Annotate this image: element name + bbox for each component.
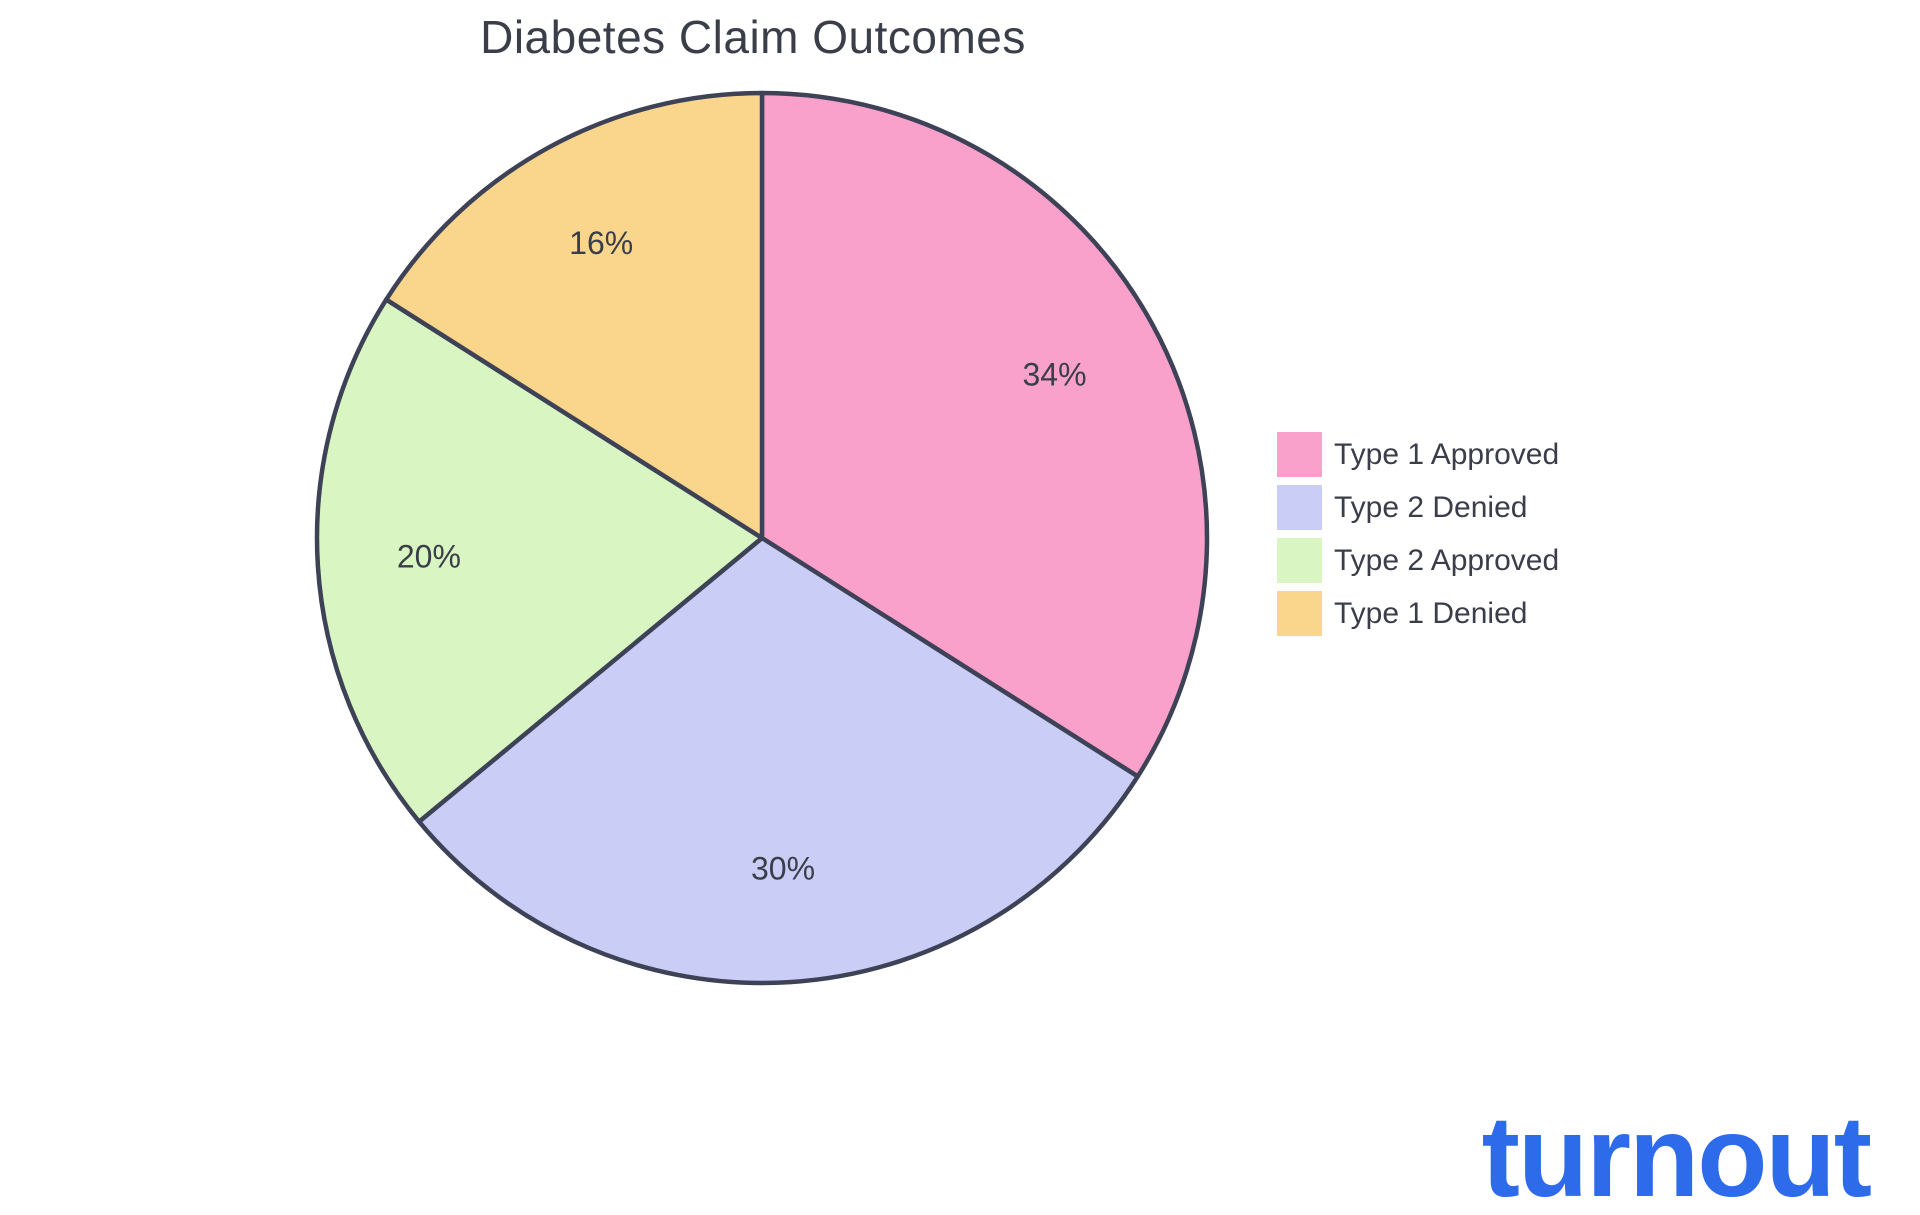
legend-label-type-1-approved: Type 1 Approved xyxy=(1334,437,1560,471)
legend: Type 1 Approved Type 2 Denied Type 2 Appro… xyxy=(1277,432,1559,636)
pie-slice-label-type-2-approved: 20% xyxy=(397,538,461,574)
legend-swatch-type-2-denied xyxy=(1277,485,1322,530)
legend-label-type-2-denied: Type 2 Denied xyxy=(1334,490,1528,524)
pie-slice-label-type-1-approved: 34% xyxy=(1022,357,1086,393)
pie-slice-type-2-approved xyxy=(314,297,765,824)
chart-title: Diabetes Claim Outcomes xyxy=(480,11,1026,63)
legend-swatch-type-1-approved xyxy=(1277,432,1322,477)
pie-slice-label-type-2-denied: 30% xyxy=(751,851,815,887)
legend-item-type-1-approved: Type 1 Approved xyxy=(1277,432,1559,477)
legend-label-type-1-denied: Type 1 Denied xyxy=(1334,596,1528,630)
legend-label-type-2-approved: Type 2 Approved xyxy=(1334,543,1560,577)
pie-slice-label-type-1-denied: 16% xyxy=(569,225,633,261)
legend-swatch-type-2-approved xyxy=(1277,538,1322,583)
legend-item-type-1-denied: Type 1 Denied xyxy=(1277,591,1559,636)
pie-slice-type-1-approved xyxy=(759,90,1210,779)
legend-item-type-2-denied: Type 2 Denied xyxy=(1277,485,1559,530)
pie-slice-type-2-denied xyxy=(416,535,1140,986)
legend-swatch-type-1-denied xyxy=(1277,591,1322,636)
turnout-logo: turnout xyxy=(1481,1093,1872,1215)
legend-item-type-2-approved: Type 2 Approved xyxy=(1277,538,1559,583)
pie-slice-type-1-denied xyxy=(384,90,765,541)
